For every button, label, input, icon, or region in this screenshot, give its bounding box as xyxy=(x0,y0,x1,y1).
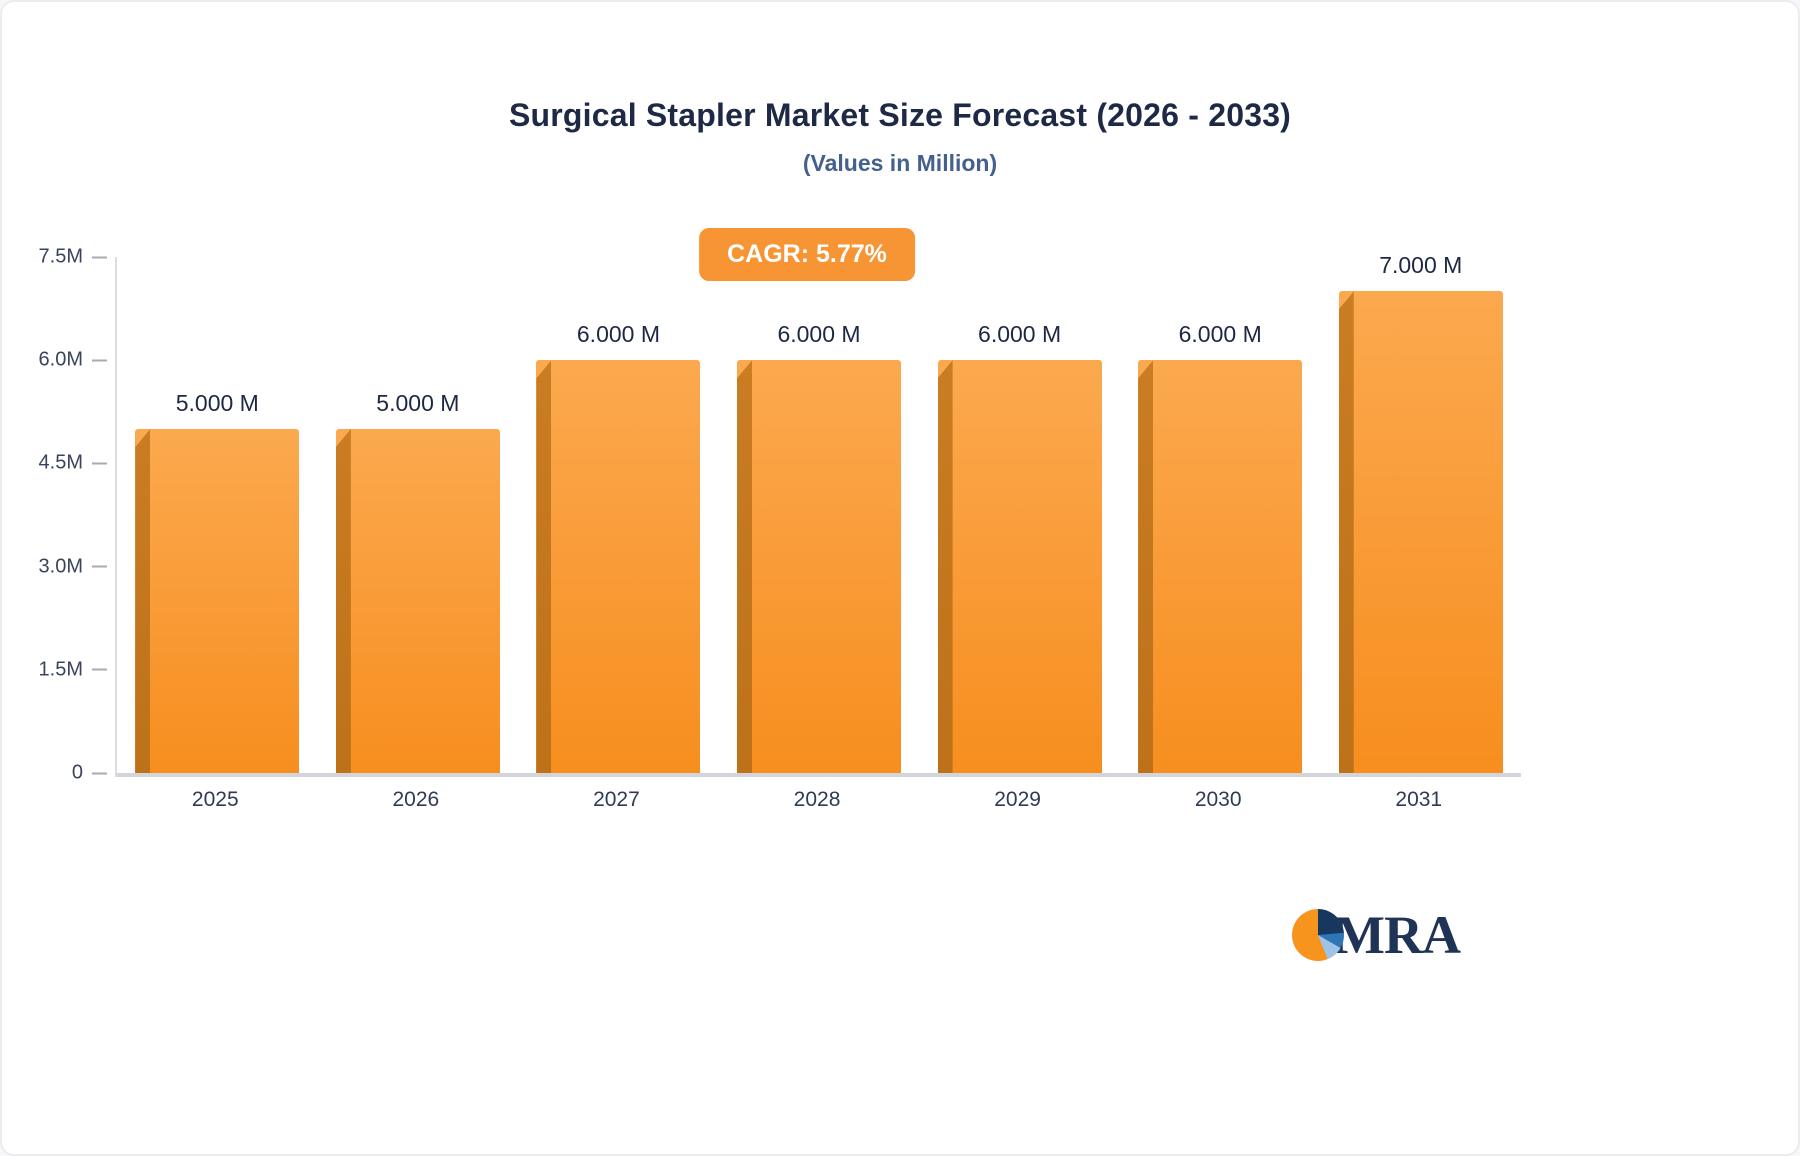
x-labels: 2025 2026 2027 2028 2029 2030 2031 xyxy=(115,788,1519,812)
bar-value-label-2029: 6.000 M xyxy=(978,321,1062,348)
x-tick-label-2031: 2031 xyxy=(1395,788,1443,811)
bar-value-label-2025: 5.000 M xyxy=(175,390,259,417)
bar-value-label-2026: 5.000 M xyxy=(376,390,460,417)
bar-2026 xyxy=(335,429,500,773)
bar-slot-2029: 6.000 M xyxy=(919,257,1120,773)
chart-subtitle: (Values in Million) xyxy=(802,150,998,176)
y-tick-mark xyxy=(92,668,107,671)
y-tick-label: 1.5M xyxy=(38,658,83,681)
bar-slot-2026: 5.000 M xyxy=(318,257,519,773)
bar-slot-2030: 6.000 M xyxy=(1120,257,1321,773)
y-tick-6.0M: 6.0M xyxy=(39,349,107,372)
bar-2029 xyxy=(937,360,1102,773)
y-tick-mark xyxy=(92,772,107,774)
x-tick-label-2028: 2028 xyxy=(793,788,841,811)
y-tick-0: 0 xyxy=(72,762,107,785)
y-tick-mark xyxy=(92,256,107,258)
x-tick-label-2026: 2026 xyxy=(392,788,440,811)
bar-2030 xyxy=(1138,360,1303,773)
y-tick-label: 0 xyxy=(71,761,83,784)
bars: 5.000 M 5.000 M 6.000 M 6.000 M 6.000 M 6.000… xyxy=(117,252,1521,773)
y-tick-3.0M: 3.0M xyxy=(39,555,107,578)
x-tick-label-2029: 2029 xyxy=(994,788,1041,811)
y-tick-7.5M: 7.5M xyxy=(39,246,107,269)
y-tick-mark xyxy=(92,565,107,568)
y-tick-label: 4.5M xyxy=(38,451,83,474)
y-tick-4.5M: 4.5M xyxy=(39,452,107,475)
bar-2027 xyxy=(536,360,701,773)
bar-slot-2027: 6.000 M xyxy=(518,257,719,773)
brand-logo: MRA xyxy=(1292,905,1461,965)
y-tick-label: 3.0M xyxy=(38,555,83,578)
bar-value-label-2027: 6.000 M xyxy=(576,321,660,348)
chart-title: Surgical Stapler Market Size Forecast (2… xyxy=(508,97,1292,133)
bar-value-label-2028: 6.000 M xyxy=(777,321,861,348)
y-tick-label: 6.0M xyxy=(38,348,83,371)
y-tick-mark xyxy=(92,359,107,362)
logo-text: MRA xyxy=(1334,905,1461,965)
y-tick-mark xyxy=(92,462,107,465)
y-tick-1.5M: 1.5M xyxy=(39,658,107,681)
bar-2028 xyxy=(737,360,902,773)
bar-slot-2025: 5.000 M xyxy=(117,257,318,773)
pie-circle-icon xyxy=(1292,909,1345,961)
bar-2025 xyxy=(135,429,300,773)
x-tick-label-2027: 2027 xyxy=(593,788,640,811)
bar-value-label-2031: 7.000 M xyxy=(1379,252,1463,279)
y-axis: 0 1.5M 3.0M 4.5M 6.0M 7.5M xyxy=(2,246,107,784)
cagr-badge: CAGR: 5.77% xyxy=(699,228,915,281)
bar-2031 xyxy=(1338,291,1503,773)
x-tick-label-2030: 2030 xyxy=(1194,788,1242,811)
bar-value-label-2030: 6.000 M xyxy=(1178,321,1262,348)
bar-slot-2028: 6.000 M xyxy=(719,257,920,773)
x-tick-label-2025: 2025 xyxy=(191,788,239,811)
bar-slot-2031: 7.000 M xyxy=(1320,252,1521,773)
plot-area: 5.000 M 5.000 M 6.000 M 6.000 M 6.000 M 6.000… xyxy=(115,252,1521,777)
y-tick-label: 7.5M xyxy=(38,245,83,268)
